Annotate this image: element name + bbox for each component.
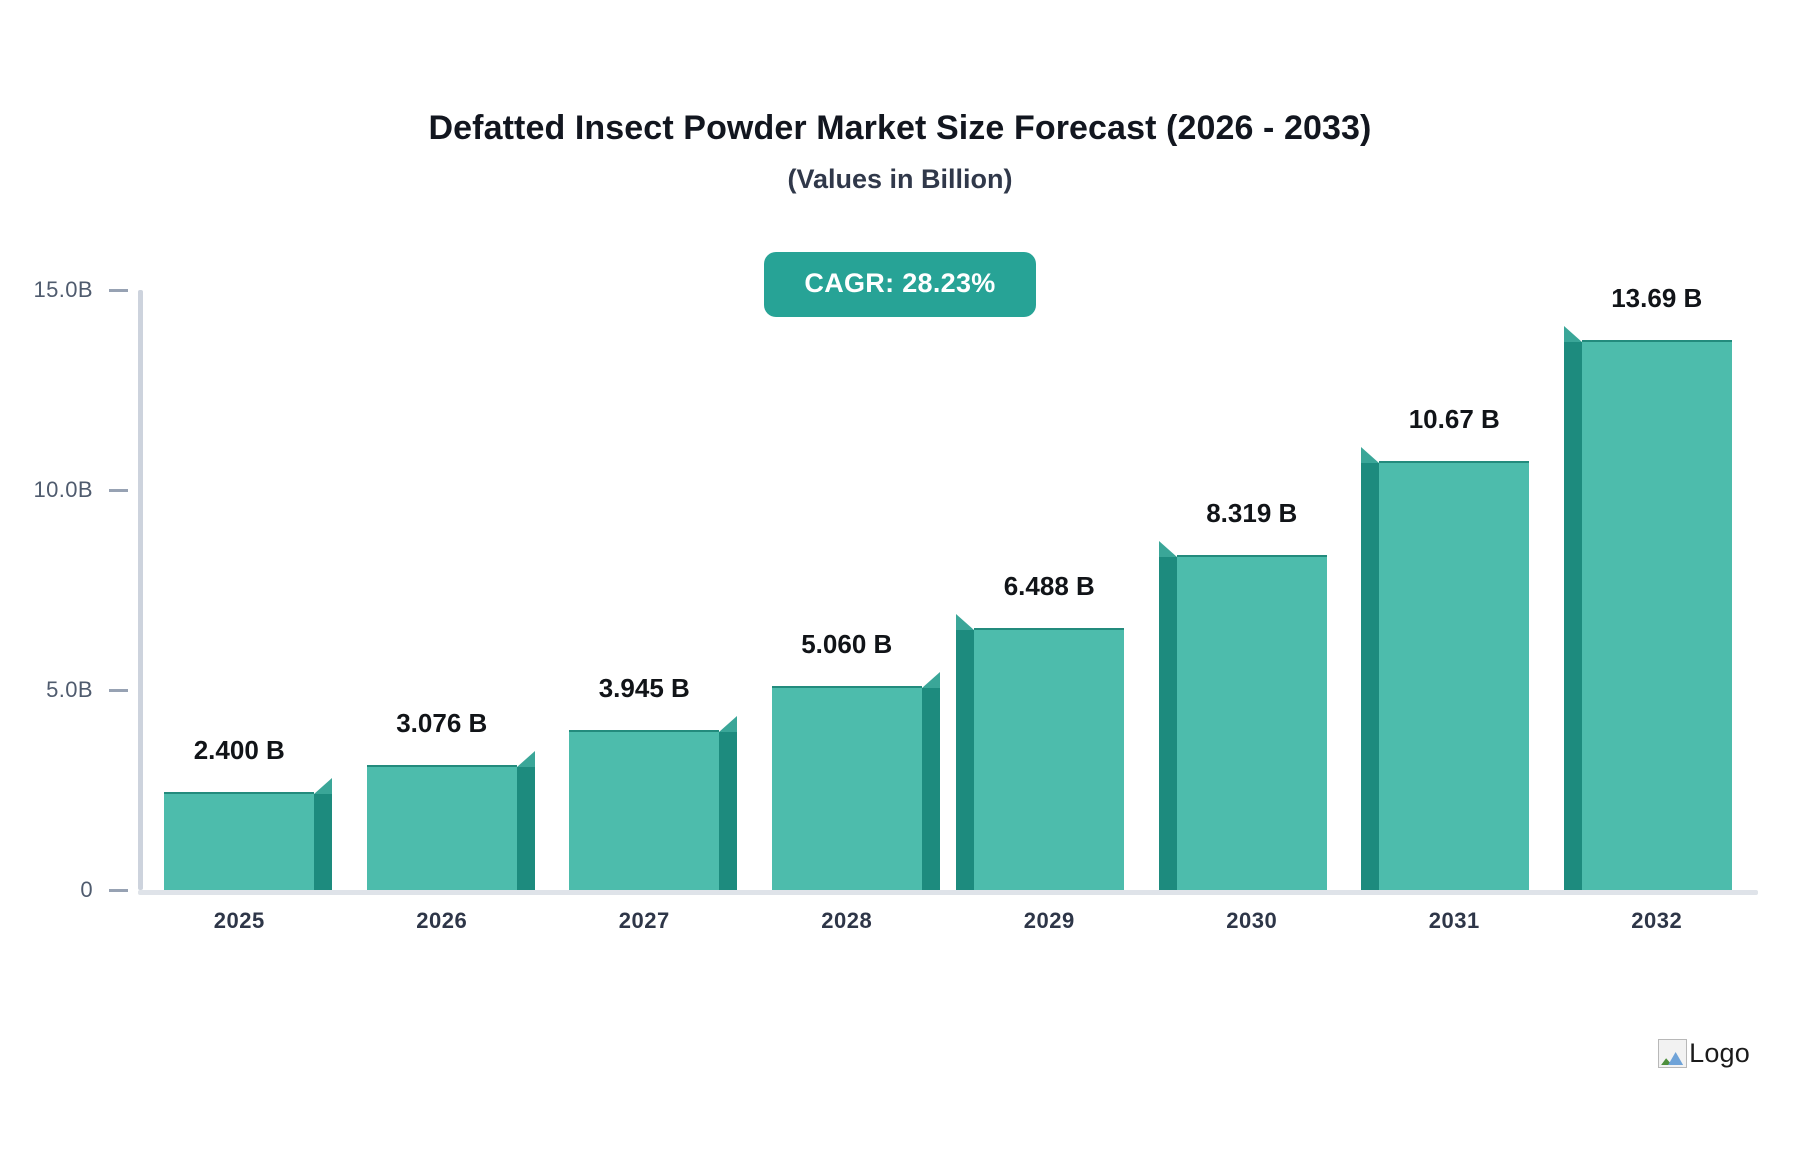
logo: Logo [1658,1038,1750,1069]
x-axis-label: 2029 [1023,908,1075,933]
broken-image-icon [1658,1039,1688,1068]
bar-value-label: 6.488 B [1003,571,1095,602]
page-title: Defatted Insect Powder Market Size Forec… [428,109,1372,147]
y-axis-tick: 15.0B [34,277,139,303]
bar-front-face [1379,461,1530,890]
x-axis-label: 2025 [213,908,265,933]
bar[interactable]: 6.488 B [956,571,1125,890]
bar-value-label: 8.319 B [1206,498,1298,529]
bar[interactable]: 2.400 B [164,735,333,890]
bar-series: 2.400 B 3.076 B 3.945 B 5.060 B 6.488 B 8.319… [138,283,1758,890]
x-axis-label: 2026 [416,908,468,933]
bar[interactable]: 5.060 B [771,629,940,890]
y-axis-tick: 5.0B [46,677,138,703]
bar-top-bevel [719,716,738,733]
x-axis-labels: 2025 2026 2027 2028 2029 2030 2031 2032 [138,908,1758,948]
x-axis-line [138,890,1758,895]
bar-front-face [1176,555,1327,890]
y-axis-line [138,290,143,890]
bar-front-face [569,730,720,890]
bar-side-face [719,732,738,890]
bar-top-bevel [921,671,940,688]
bar-value-label: 2.400 B [193,735,285,765]
bar-top-bevel [956,614,975,631]
bar-top-bevel [1361,447,1380,464]
bar-side-face [1563,342,1582,890]
bar-top-bevel [1563,326,1582,343]
y-axis-tick-label: 5.0B [46,677,93,702]
bar-front-face [771,685,922,890]
y-axis-tick-label: 10.0B [33,477,93,502]
plot-area: 15.0B 10.0B 5.0B 0 2.400 B 3.076 B 3.945 B 5.0… [34,277,1758,902]
bar-front-face [974,628,1125,890]
x-axis-label: 2031 [1428,908,1480,933]
bar-front-face [164,792,315,890]
y-axis-tick-mark [109,888,128,892]
bar-value-label: 3.076 B [396,707,488,738]
bar-side-face [314,794,333,890]
y-axis-tick: 0 [80,877,138,903]
x-axis-label: 2032 [1631,908,1683,933]
bar-value-label: 10.67 B [1408,404,1500,435]
y-axis-tick-mark [109,688,128,692]
cagr-badge-wrap: CAGR: 28.23% [0,252,1800,317]
bar-side-face [956,630,975,890]
bar-top-bevel [516,750,535,767]
chart-subtitle: (Values in Billion) [787,163,1013,194]
x-axis-label: 2027 [618,908,670,933]
bar-side-face [1361,463,1380,890]
logo-label: Logo [1689,1038,1750,1068]
bar-value-label: 5.060 B [801,628,893,659]
cagr-badge: CAGR: 28.23% [764,252,1036,317]
y-axis-tick-mark [109,488,128,492]
bar[interactable]: 10.67 B [1361,404,1530,890]
bar[interactable]: 8.319 B [1158,498,1327,890]
bar-top-bevel [1158,541,1177,558]
y-axis-tick-label: 15.0B [33,277,93,302]
bar-side-face [921,687,940,890]
bar-value-label: 13.69 B [1611,283,1703,314]
bar-top-bevel [314,778,333,794]
bar[interactable]: 3.076 B [366,708,535,890]
bar-front-face [366,764,517,890]
bar[interactable]: 3.945 B [569,673,738,890]
bar-front-face [1581,340,1732,890]
bar[interactable]: 13.69 B [1563,283,1732,890]
title-block: Defatted Insect Powder Market Size Forec… [0,108,1800,195]
bar-side-face [1158,557,1177,890]
y-axis-tick-mark [109,288,128,292]
x-axis-label: 2030 [1226,908,1278,933]
y-axis-tick-label: 0 [80,877,93,902]
bar-side-face [516,766,535,890]
x-axis-label: 2028 [821,908,873,933]
y-axis-tick: 10.0B [34,477,139,503]
bar-value-label: 3.945 B [598,673,690,704]
